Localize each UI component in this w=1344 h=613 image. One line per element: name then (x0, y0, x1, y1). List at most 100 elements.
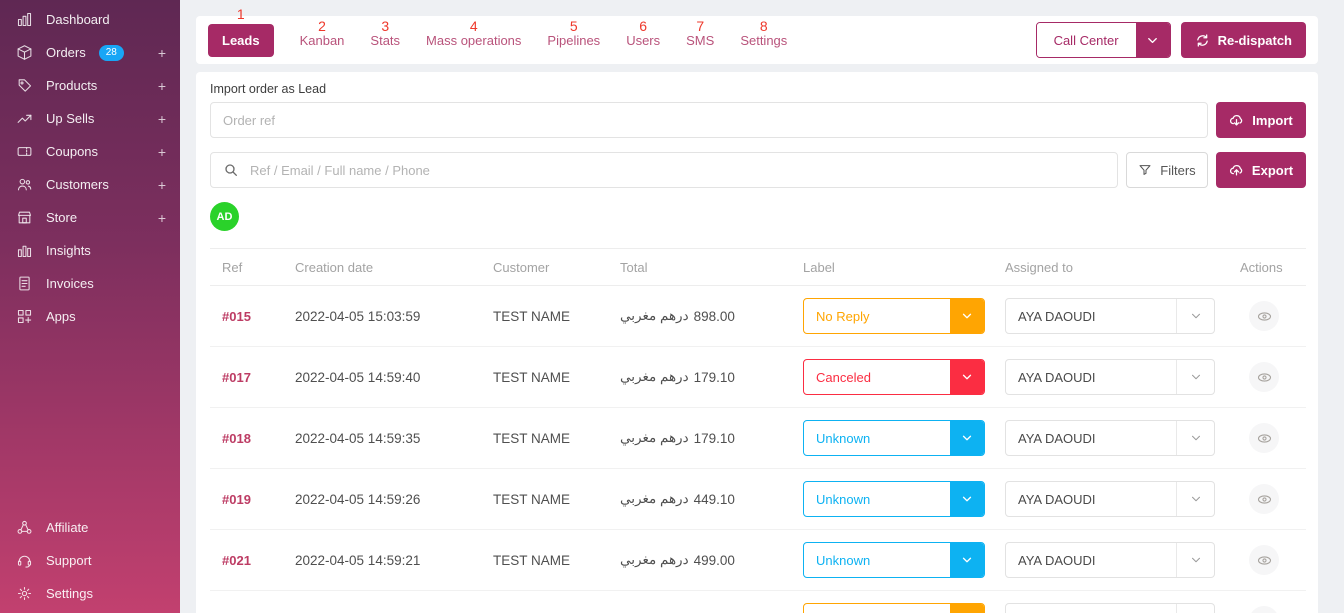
chevron-down-icon[interactable] (1135, 23, 1170, 57)
sidebar-item-coupons[interactable]: Coupons + (0, 135, 180, 168)
label-dropdown[interactable]: Unknown (803, 542, 985, 578)
table-row: #017 2022-04-05 14:59:40 TEST NAME درهم … (210, 347, 1306, 408)
plus-icon[interactable]: + (157, 110, 166, 127)
sidebar-item-label: Support (46, 553, 92, 568)
sidebar-item-affiliate[interactable]: Affiliate + (0, 511, 180, 544)
view-lead-button[interactable] (1249, 301, 1279, 331)
avatar[interactable]: AD (210, 202, 239, 231)
view-lead-button[interactable] (1249, 423, 1279, 453)
sidebar-item-orders[interactable]: Orders 28 + (0, 36, 180, 69)
sidebar-item-customers[interactable]: Customers + (0, 168, 180, 201)
ref-link[interactable]: #017 (222, 369, 251, 385)
chevron-down-icon[interactable] (950, 482, 984, 516)
sidebar-item-settings[interactable]: Settings + (0, 577, 180, 610)
chevron-down-icon[interactable] (950, 421, 984, 455)
box-icon (15, 44, 33, 62)
assigned-to-value: AYA DAOUDI (1018, 369, 1096, 385)
total-cell: درهم مغربي 179.10 (620, 369, 803, 385)
view-lead-button[interactable] (1249, 484, 1279, 514)
cloud-download-icon (1229, 113, 1244, 128)
call-center-button[interactable]: Call Center (1035, 22, 1171, 58)
assigned-to-select[interactable]: AYA DAOUDI (1005, 542, 1215, 578)
tab-pipelines[interactable]: 5 Pipelines (547, 16, 600, 64)
sidebar-item-apps[interactable]: Apps + (0, 300, 180, 333)
import-section-title: Import order as Lead (210, 82, 327, 96)
view-lead-button[interactable] (1249, 362, 1279, 392)
assigned-to-select[interactable]: AYA DAOUDI (1005, 420, 1215, 456)
sidebar-main-menu: Dashboard + Orders 28 + Products + Up Se… (0, 3, 180, 333)
annotation-number: 5 (569, 18, 578, 34)
order-ref-input[interactable] (210, 102, 1208, 138)
ref-link[interactable]: #018 (222, 430, 251, 446)
label-value: Unknown (816, 491, 871, 507)
annotation-number: 4 (469, 18, 478, 34)
sidebar-item-products[interactable]: Products + (0, 69, 180, 102)
sidebar-item-invoices[interactable]: Invoices + (0, 267, 180, 300)
sidebar-item-dashboard[interactable]: Dashboard + (0, 3, 180, 36)
sidebar-footer-menu: Affiliate + Support + Settings + (0, 511, 180, 610)
customers-icon (15, 176, 33, 194)
chevron-down-icon[interactable] (950, 360, 984, 394)
tab-settings[interactable]: 8 Settings (740, 16, 787, 64)
table-row (210, 591, 1306, 613)
creation-date-cell: 2022-04-05 14:59:26 (295, 491, 421, 507)
tab-stats[interactable]: 3 Stats (370, 16, 400, 64)
label-dropdown[interactable] (803, 603, 985, 613)
total-cell: درهم مغربي 179.10 (620, 430, 803, 446)
customer-cell: TEST NAME (493, 369, 571, 385)
sidebar-item-label: Insights (46, 243, 91, 258)
currency-text: درهم مغربي (620, 369, 689, 384)
search-input[interactable] (250, 162, 1105, 178)
import-button[interactable]: Import (1216, 102, 1306, 138)
plus-icon[interactable]: + (157, 176, 166, 193)
ref-link[interactable]: #015 (222, 308, 251, 324)
search-box (210, 152, 1118, 188)
tab-sms[interactable]: 7 SMS (686, 16, 714, 64)
plus-icon[interactable]: + (157, 143, 166, 160)
filters-button[interactable]: Filters (1126, 152, 1208, 188)
import-row: Import (210, 102, 1306, 138)
tab-label: Kanban (299, 32, 345, 48)
tab-leads[interactable]: 1 Leads (208, 7, 274, 64)
tab-mass-operations[interactable]: 4 Mass operations (426, 16, 521, 64)
plus-icon[interactable]: + (157, 77, 166, 94)
apps-icon (15, 308, 33, 326)
label-dropdown[interactable]: Canceled (803, 359, 985, 395)
sidebar-item-store[interactable]: Store + (0, 201, 180, 234)
eye-icon (1256, 308, 1273, 325)
chart-icon (15, 11, 33, 29)
ref-link[interactable]: #021 (222, 552, 251, 568)
chevron-down-icon (1176, 604, 1214, 613)
tabs-bar: 1 Leads 2 Kanban 3 Stats 4 Mass operatio… (196, 7, 1318, 64)
redispatch-button[interactable]: Re-dispatch (1180, 22, 1306, 58)
redispatch-icon (1195, 33, 1210, 48)
sidebar-item-support[interactable]: Support + (0, 544, 180, 577)
sidebar-item-up-sells[interactable]: Up Sells + (0, 102, 180, 135)
view-lead-button[interactable] (1249, 606, 1279, 613)
tab-users[interactable]: 6 Users (626, 16, 660, 64)
assigned-to-select[interactable]: AYA DAOUDI (1005, 481, 1215, 517)
assigned-to-select[interactable]: AYA DAOUDI (1005, 298, 1215, 334)
view-lead-button[interactable] (1249, 545, 1279, 575)
chevron-down-icon (1176, 543, 1214, 577)
eye-icon (1256, 491, 1273, 508)
column-header: Assigned to (1005, 259, 1073, 275)
label-dropdown[interactable]: No Reply (803, 298, 985, 334)
assigned-to-select[interactable] (1005, 603, 1215, 613)
chevron-down-icon[interactable] (950, 299, 984, 333)
sidebar-item-label: Settings (46, 586, 93, 601)
label-dropdown[interactable]: Unknown (803, 481, 985, 517)
label-dropdown[interactable]: Unknown (803, 420, 985, 456)
total-cell: درهم مغربي 449.10 (620, 491, 803, 507)
chevron-down-icon[interactable] (950, 543, 984, 577)
tab-kanban[interactable]: 2 Kanban (300, 16, 345, 64)
sidebar-item-label: Store (46, 210, 78, 225)
assigned-to-select[interactable]: AYA DAOUDI (1005, 359, 1215, 395)
sidebar-item-insights[interactable]: Insights + (0, 234, 180, 267)
plus-icon[interactable]: + (157, 44, 166, 61)
export-button[interactable]: Export (1216, 152, 1306, 188)
plus-icon[interactable]: + (157, 209, 166, 226)
chevron-down-icon[interactable] (950, 604, 984, 613)
customer-cell: TEST NAME (493, 430, 571, 446)
ref-link[interactable]: #019 (222, 491, 251, 507)
